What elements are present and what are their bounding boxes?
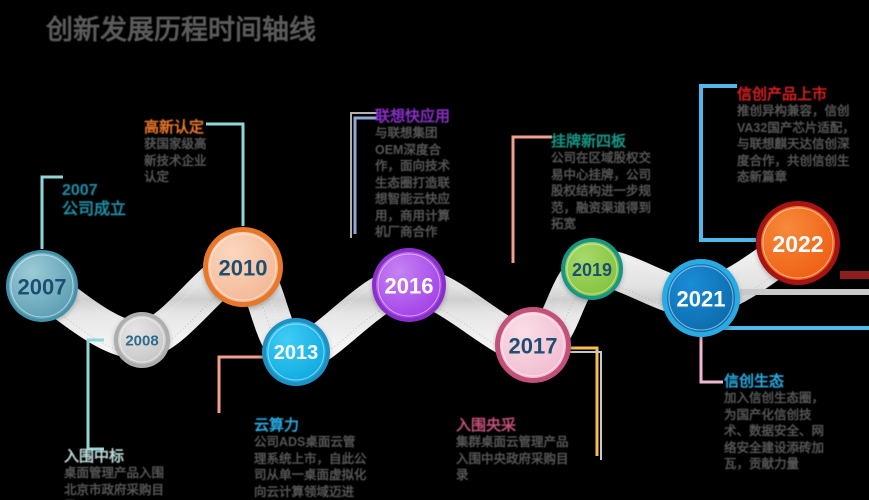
svg-text:2017: 2017 (509, 334, 558, 359)
svg-text:2016: 2016 (385, 274, 434, 299)
svg-text:2013: 2013 (274, 342, 319, 364)
svg-text:2021: 2021 (677, 287, 726, 312)
svg-text:2007: 2007 (18, 275, 67, 300)
svg-text:2022: 2022 (772, 231, 823, 257)
svg-text:2008: 2008 (125, 333, 158, 350)
svg-text:2019: 2019 (572, 260, 612, 280)
svg-text:2010: 2010 (219, 256, 268, 281)
